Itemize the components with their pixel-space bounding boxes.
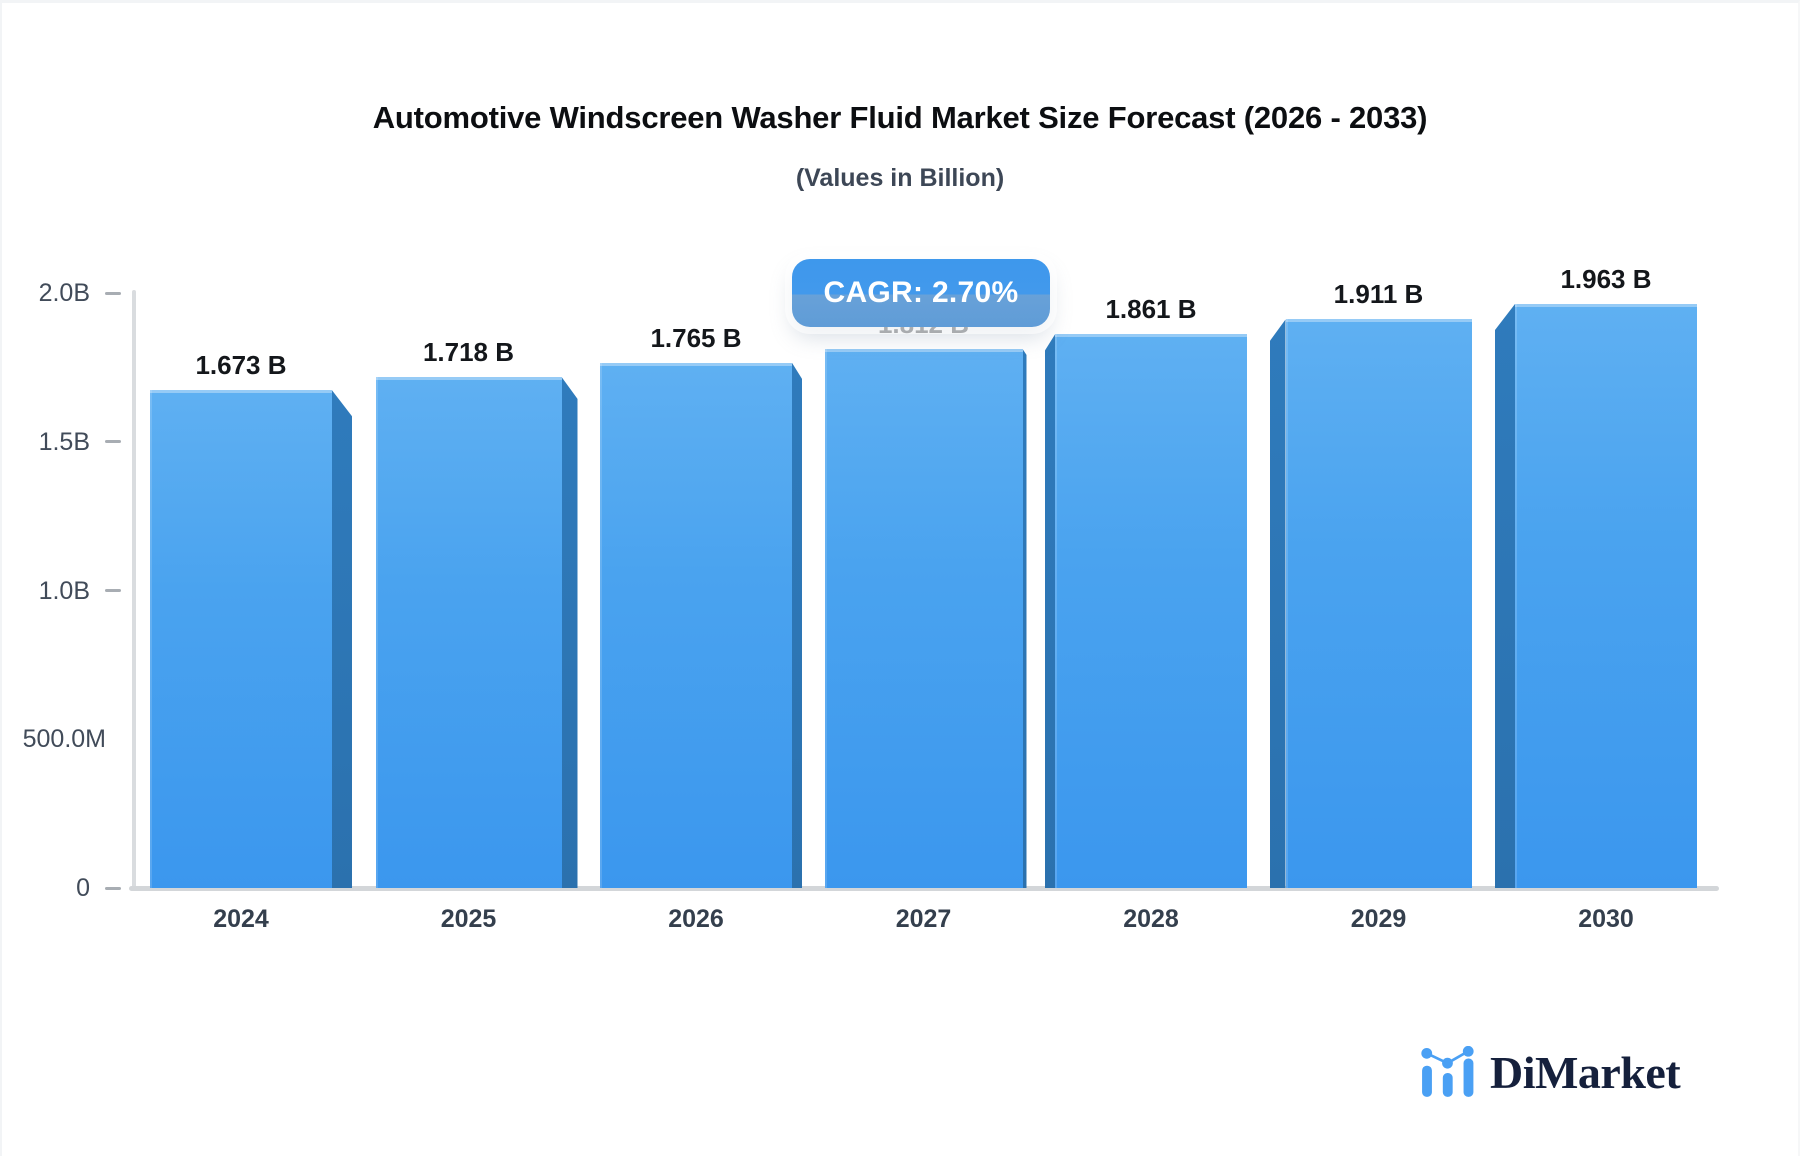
bar-line-chart-icon <box>1421 1046 1474 1097</box>
bar-main-face <box>1285 319 1472 888</box>
bar-2028 <box>1045 334 1247 888</box>
bar-value-label: 1.861 B <box>1105 294 1197 325</box>
bar-value-label: 1.911 B <box>1333 279 1424 310</box>
bar-value-label: 1.718 B <box>422 336 515 367</box>
bar-main-face <box>375 376 562 888</box>
y-tick-dash <box>105 589 121 592</box>
x-axis-line <box>129 886 1719 891</box>
bar-main-face <box>600 362 792 888</box>
x-tick-label: 2026 <box>668 905 724 933</box>
logo-text: DiMarket <box>1490 1046 1681 1098</box>
bar-2029 <box>1269 319 1472 888</box>
y-tick-label: 2.0B <box>38 279 90 307</box>
chart-subtitle: (Values in Billion) <box>795 164 1005 192</box>
y-tick-dash <box>105 440 121 444</box>
dimarket-logo: DiMarket <box>1420 1041 1681 1103</box>
bar-2030 <box>1495 304 1697 888</box>
x-tick-label: 2025 <box>440 905 497 933</box>
bar-side-face <box>1269 319 1286 888</box>
y-axis-line <box>132 290 136 891</box>
x-tick-label: 2029 <box>1350 905 1407 933</box>
y-tick-label: 500.0M <box>22 725 106 754</box>
x-tick-label: 2024 <box>213 905 269 933</box>
bar-side-face <box>561 376 578 888</box>
bar-2024 <box>150 390 352 888</box>
bar-2025 <box>375 376 578 888</box>
bar-main-face <box>1055 334 1247 888</box>
x-tick-label: 2030 <box>1578 905 1634 933</box>
bar-value-label: 1.673 B <box>195 350 287 381</box>
bar-main-face <box>824 348 1023 888</box>
bar-side-face <box>332 390 352 888</box>
x-tick-label: 2027 <box>895 905 952 933</box>
cagr-badge: CAGR: 2.70% <box>792 259 1050 327</box>
bar-main-face <box>1515 304 1697 888</box>
bar-value-label: 1.963 B <box>1560 264 1652 294</box>
y-tick-dash <box>105 291 121 295</box>
y-tick-label: 1.0B <box>38 576 90 605</box>
bar-value-label: 1.765 B <box>650 322 742 353</box>
bar-side-face <box>792 362 802 888</box>
chart-title: Automotive Windscreen Washer Fluid Marke… <box>372 100 1428 135</box>
bar-chart-plot-area: 0 500.0M 1.0B 1.5B 2.0B 1.673 B 2024 1.718 B 202… <box>2 3 1798 1156</box>
y-tick-label: 1.5B <box>38 427 90 456</box>
bar-side-face <box>1022 348 1027 888</box>
bar-side-face <box>1495 304 1515 888</box>
bar-main-face <box>150 390 332 888</box>
bar-2027 <box>824 348 1027 888</box>
bar-2026 <box>600 362 802 888</box>
y-tick-dash <box>105 886 121 890</box>
y-tick-label: 0 <box>76 874 90 902</box>
bar-side-face <box>1045 334 1055 888</box>
cagr-badge-label: CAGR: 2.70% <box>823 276 1019 309</box>
x-tick-label: 2028 <box>1123 905 1179 933</box>
